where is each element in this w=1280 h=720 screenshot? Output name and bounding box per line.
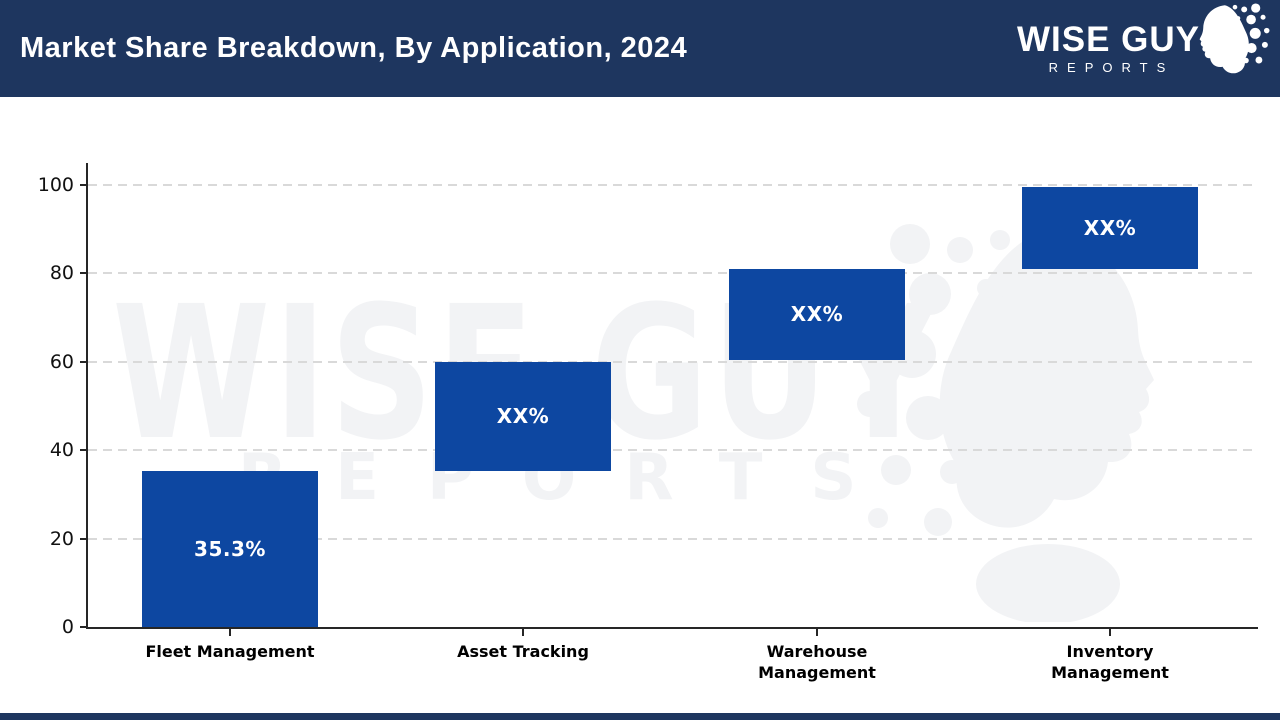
y-axis-tick: [80, 626, 88, 628]
gridline-20: [88, 537, 1258, 540]
logo-text: WISE GUY REPORTS: [1017, 22, 1200, 75]
x-axis: [86, 627, 1258, 629]
logo-subtitle: REPORTS: [1048, 60, 1175, 75]
bar-value-label: XX%: [496, 404, 550, 429]
gridline-40: [88, 449, 1258, 452]
header: Market Share Breakdown, By Application, …: [0, 0, 1280, 97]
waterfall-bar-asset-tracking: XX%: [435, 361, 611, 471]
x-axis-category-label: Fleet Management: [145, 642, 315, 661]
x-axis-tick: [1109, 629, 1111, 636]
logo-wordmark: WISE GUY: [1016, 20, 1200, 59]
x-axis-tick: [816, 629, 818, 636]
y-axis-tick-label: 40: [49, 439, 74, 462]
footer-bar: [0, 713, 1280, 720]
y-axis-tick: [80, 449, 88, 452]
gridline-60: [88, 360, 1258, 363]
y-axis-tick-label: 0: [61, 616, 74, 638]
bar-value-label: 35.3%: [194, 536, 266, 561]
y-axis-tick-label: 80: [49, 262, 74, 285]
x-axis-tick: [522, 629, 524, 636]
wise-guy-reports-logo: WISE GUY REPORTS: [1017, 2, 1270, 95]
y-axis-tick: [80, 272, 88, 275]
waterfall-bar-fleet-management: 35.3%: [142, 470, 318, 627]
y-axis: [86, 163, 88, 629]
waterfall-bar-warehouse-management: XX%: [729, 268, 905, 360]
y-axis-tick-label: 100: [37, 174, 74, 196]
x-axis-category-label: Inventory Management: [1051, 642, 1169, 682]
y-axis-tick: [80, 360, 88, 363]
y-axis-tick-label: 60: [49, 350, 74, 373]
chart-title: Market Share Breakdown, By Application, …: [20, 32, 688, 64]
y-axis-tick: [80, 184, 88, 186]
x-axis-tick: [229, 629, 231, 636]
y-axis-tick-label: 20: [49, 527, 74, 550]
gridline-100: [88, 184, 1258, 186]
gridline-80: [88, 272, 1258, 275]
waterfall-bar-inventory-management: XX%: [1022, 187, 1198, 269]
bar-value-label: XX%: [790, 302, 844, 327]
bar-value-label: XX%: [1083, 216, 1137, 241]
x-axis-category-label: Asset Tracking: [457, 642, 589, 661]
x-axis-category-label: Warehouse Management: [758, 642, 876, 682]
y-axis-tick: [80, 537, 88, 540]
logo-head-profile-icon: [1199, 2, 1270, 73]
